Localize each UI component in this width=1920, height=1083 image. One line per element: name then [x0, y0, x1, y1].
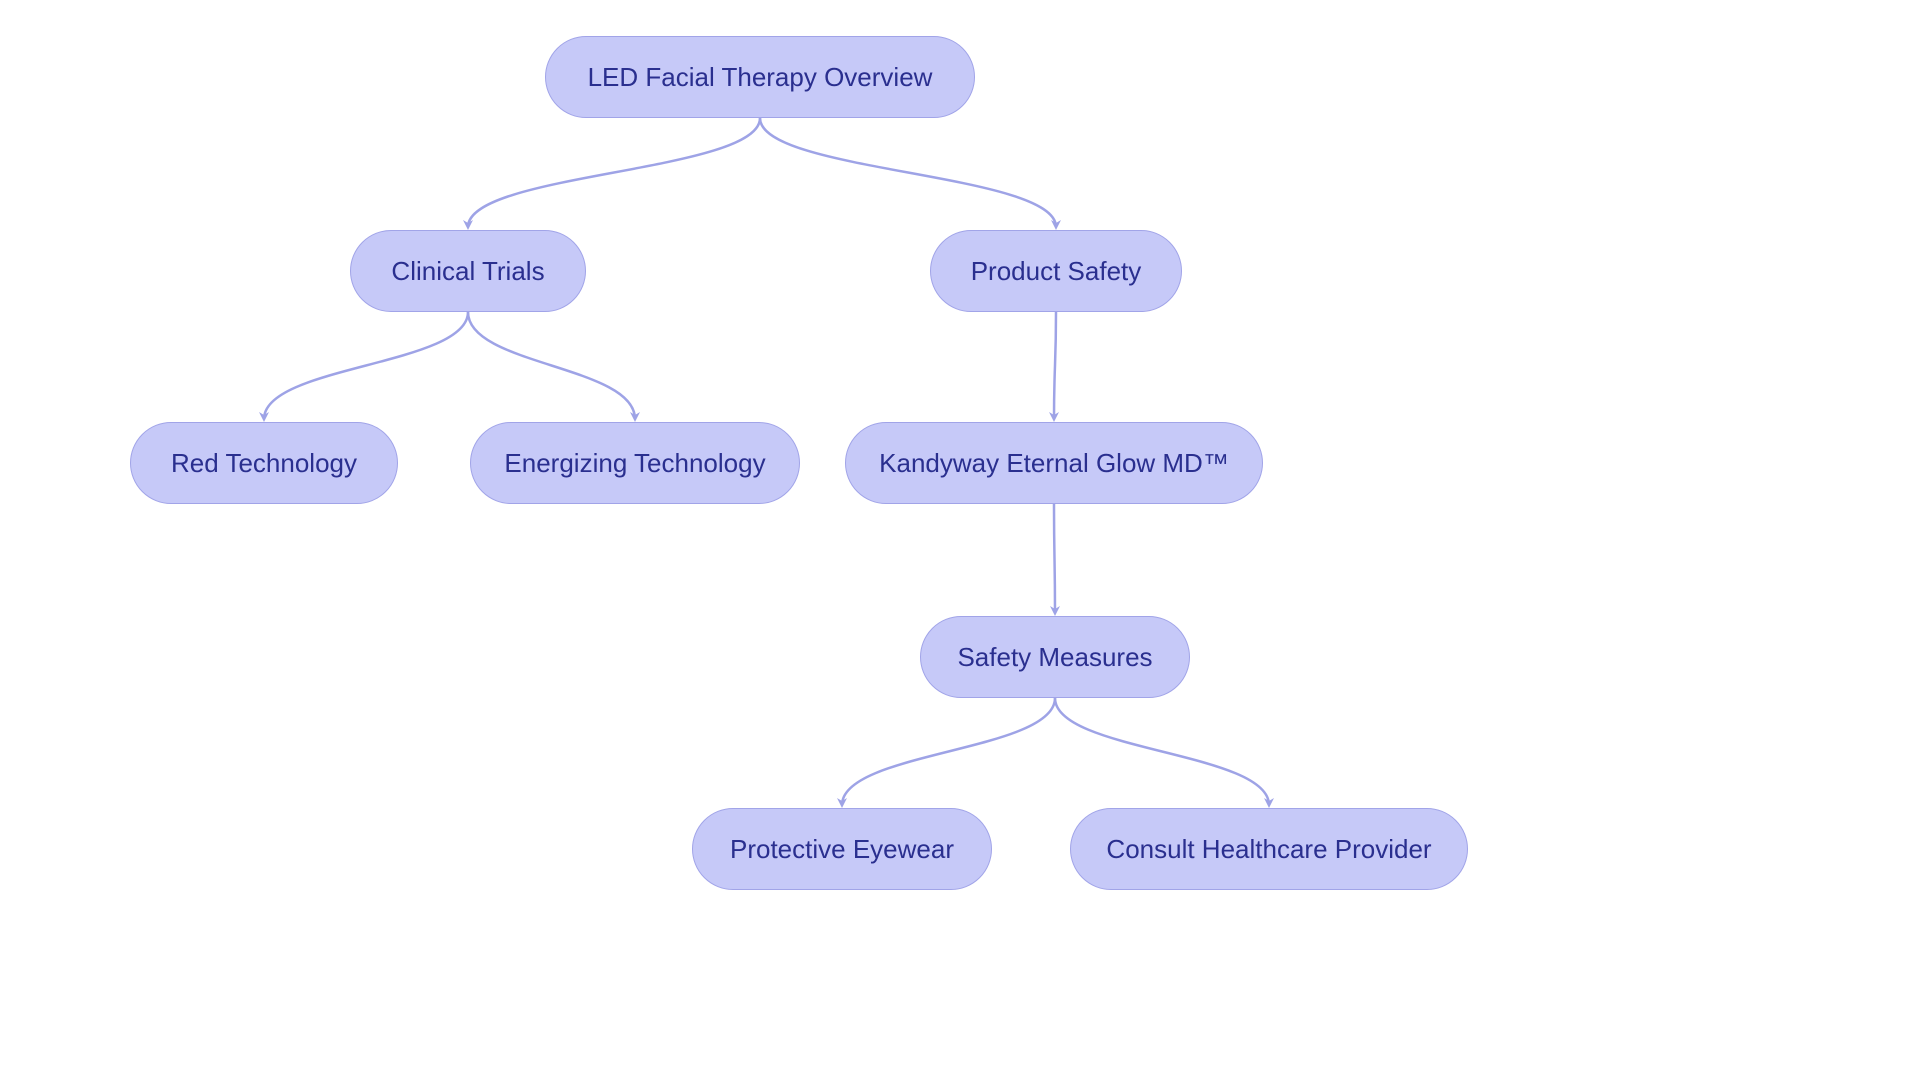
edge-measures-eyewear — [842, 698, 1055, 805]
edge-trials-red — [264, 312, 468, 419]
node-root: LED Facial Therapy Overview — [545, 36, 975, 118]
node-consult: Consult Healthcare Provider — [1070, 808, 1468, 890]
node-label: Safety Measures — [957, 642, 1152, 673]
edge-safety-kandyway — [1054, 312, 1056, 419]
node-measures: Safety Measures — [920, 616, 1190, 698]
edge-measures-consult — [1055, 698, 1269, 805]
node-red: Red Technology — [130, 422, 398, 504]
node-energ: Energizing Technology — [470, 422, 800, 504]
node-eyewear: Protective Eyewear — [692, 808, 992, 890]
edge-root-safety — [760, 118, 1056, 227]
node-trials: Clinical Trials — [350, 230, 586, 312]
node-label: LED Facial Therapy Overview — [588, 62, 933, 93]
node-kandyway: Kandyway Eternal Glow MD™ — [845, 422, 1263, 504]
diagram-canvas: LED Facial Therapy Overview Clinical Tria… — [0, 0, 1920, 1083]
node-safety: Product Safety — [930, 230, 1182, 312]
edges-layer — [0, 0, 1920, 1083]
node-label: Kandyway Eternal Glow MD™ — [879, 448, 1229, 479]
node-label: Red Technology — [171, 448, 357, 479]
node-label: Energizing Technology — [504, 448, 765, 479]
edge-root-trials — [468, 118, 760, 227]
node-label: Consult Healthcare Provider — [1106, 834, 1431, 865]
node-label: Protective Eyewear — [730, 834, 954, 865]
edge-trials-energ — [468, 312, 635, 419]
node-label: Clinical Trials — [391, 256, 544, 287]
node-label: Product Safety — [971, 256, 1142, 287]
edge-kandyway-measures — [1054, 504, 1055, 613]
